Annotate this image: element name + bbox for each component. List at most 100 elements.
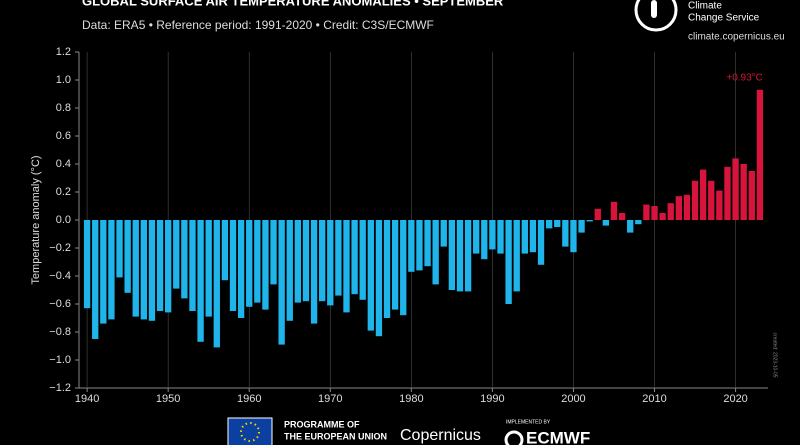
bar [229, 220, 237, 311]
bar [756, 89, 764, 220]
y-axis-label: Temperature anomaly (°C) [30, 155, 42, 284]
bar [205, 220, 212, 317]
footer: PROGRAMME OF THE EUROPEAN UNION Copernic… [227, 417, 590, 445]
footer-text: IMPLEMENTED BY [506, 419, 551, 425]
bar [262, 220, 269, 310]
bar [748, 171, 755, 220]
bar [659, 213, 666, 220]
bar [254, 220, 261, 303]
bar [181, 220, 188, 299]
bar [246, 220, 253, 307]
eu-stars [240, 422, 260, 442]
logo-thermometer [651, 0, 657, 18]
bar [618, 213, 626, 220]
x-tick-label: 1950 [156, 393, 180, 405]
bar [464, 220, 472, 292]
bar [335, 220, 342, 296]
bar [456, 220, 464, 292]
eu-flag [227, 417, 273, 445]
bar [278, 220, 285, 345]
bar [521, 220, 528, 254]
bar [375, 220, 383, 337]
bar [213, 220, 220, 348]
bar [586, 220, 593, 222]
bar [699, 169, 707, 220]
bar [197, 220, 204, 342]
bar [165, 220, 172, 313]
y-tick-label: 0.0 [56, 214, 71, 226]
bar [124, 220, 131, 293]
x-tick-label: 1990 [480, 393, 504, 405]
bar [545, 220, 553, 229]
y-tick-label: 0.8 [56, 102, 71, 114]
bar [489, 220, 496, 250]
y-tick-label: −0.8 [49, 326, 71, 338]
bar [732, 158, 739, 220]
bar [391, 220, 399, 310]
bar [302, 220, 310, 302]
bar [173, 220, 180, 289]
y-tick-label: 1.2 [56, 46, 71, 58]
bar [513, 220, 520, 292]
logo-url: climate.copernicus.eu [688, 32, 785, 43]
bar [400, 220, 407, 316]
bar [116, 220, 123, 278]
y-tick-label: 0.6 [56, 130, 71, 142]
bar [594, 208, 601, 220]
y-tick-label: −1.2 [49, 382, 71, 394]
bar [156, 220, 164, 311]
bar [610, 201, 618, 220]
bar [343, 220, 350, 313]
bar [270, 220, 277, 285]
bar [578, 220, 585, 233]
bar [83, 220, 91, 309]
y-tick-label: −0.2 [49, 242, 71, 254]
bar [627, 220, 634, 233]
y-tick-label: −0.4 [49, 270, 71, 282]
x-tick-label: 2010 [642, 393, 666, 405]
logo-ring [634, 0, 678, 32]
bar [691, 180, 699, 220]
bar [351, 220, 358, 295]
bar [497, 220, 504, 254]
chart-subtitle: Data: ERA5 • Reference period: 1991-2020… [82, 18, 434, 32]
x-tick-label: 1970 [318, 393, 342, 405]
bar [537, 220, 545, 265]
bar [675, 196, 682, 220]
bar [359, 220, 366, 300]
bar [740, 164, 747, 220]
bar [554, 220, 561, 227]
bar [327, 220, 334, 306]
bar [667, 203, 674, 220]
bar [529, 220, 537, 253]
footer-text: THE EUROPEAN UNION [284, 431, 387, 441]
bar [683, 194, 691, 220]
bar [148, 220, 156, 321]
bar [724, 166, 731, 220]
bar [92, 220, 99, 339]
bar [643, 204, 650, 220]
bar [440, 220, 447, 247]
bar [635, 220, 642, 225]
bar [140, 220, 148, 320]
footer-text: PROGRAMME OF [284, 419, 360, 429]
bar [473, 220, 480, 254]
side-note: created: 2023-10-05 [772, 332, 778, 377]
bar [481, 220, 488, 260]
annotation: +0.93°C [726, 72, 763, 83]
bar [100, 220, 107, 324]
bar [448, 220, 456, 290]
bar [602, 220, 610, 226]
ecmwf-icon [504, 430, 524, 445]
bar [432, 220, 439, 285]
bar [286, 220, 293, 321]
bar [408, 220, 415, 272]
y-tick-label: −1.0 [49, 354, 71, 366]
logo-text: Change Service [688, 13, 760, 24]
x-tick-label: 1960 [237, 393, 261, 405]
bar [708, 180, 715, 220]
footer-ecmwf: ECMWF [526, 428, 590, 445]
logo: Climate Change Service climate.copernicu… [634, 0, 785, 43]
x-tick-label: 1980 [399, 393, 423, 405]
x-tick-label: 1940 [75, 393, 99, 405]
